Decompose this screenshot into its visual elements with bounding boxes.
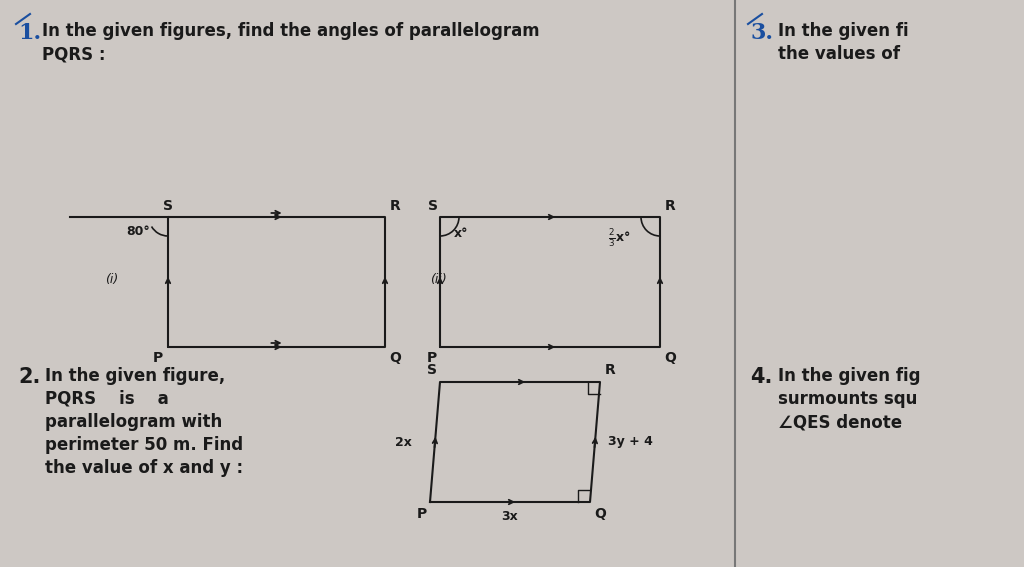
Text: (ii): (ii)	[430, 273, 446, 286]
Text: perimeter 50 m. Find: perimeter 50 m. Find	[45, 436, 243, 454]
Text: S: S	[163, 199, 173, 213]
Text: 80°: 80°	[126, 225, 150, 238]
Text: the value of x and y :: the value of x and y :	[45, 459, 243, 477]
Text: ∠QES denote: ∠QES denote	[778, 413, 902, 431]
Text: In the given figures, find the angles of parallelogram: In the given figures, find the angles of…	[42, 22, 540, 40]
Text: 2x: 2x	[395, 435, 412, 448]
Text: 3y + 4: 3y + 4	[608, 435, 653, 448]
Text: 3x: 3x	[502, 510, 518, 523]
Text: S: S	[427, 363, 437, 377]
Text: PQRS    is    a: PQRS is a	[45, 390, 169, 408]
Text: Q: Q	[664, 351, 676, 365]
Text: parallelogram with: parallelogram with	[45, 413, 222, 431]
Text: P: P	[417, 507, 427, 521]
Text: R: R	[605, 363, 615, 377]
Text: P: P	[153, 351, 163, 365]
Text: In the given figure,: In the given figure,	[45, 367, 225, 385]
Text: (i): (i)	[105, 273, 118, 286]
Text: x°: x°	[454, 227, 469, 240]
Text: PQRS :: PQRS :	[42, 45, 105, 63]
Text: $\frac{2}{3}$x°: $\frac{2}{3}$x°	[608, 227, 631, 249]
Text: In the given fig: In the given fig	[778, 367, 921, 385]
Text: Q: Q	[594, 507, 606, 521]
Text: S: S	[428, 199, 438, 213]
Text: Q: Q	[389, 351, 400, 365]
Text: the values of: the values of	[778, 45, 906, 63]
Text: surmounts squ: surmounts squ	[778, 390, 918, 408]
Text: In the given fi: In the given fi	[778, 22, 908, 40]
Text: 4.: 4.	[750, 367, 772, 387]
Text: R: R	[665, 199, 676, 213]
Text: 3.: 3.	[750, 22, 773, 44]
Text: P: P	[427, 351, 437, 365]
Text: 1.: 1.	[18, 22, 41, 44]
Text: R: R	[390, 199, 400, 213]
Text: 2.: 2.	[18, 367, 40, 387]
